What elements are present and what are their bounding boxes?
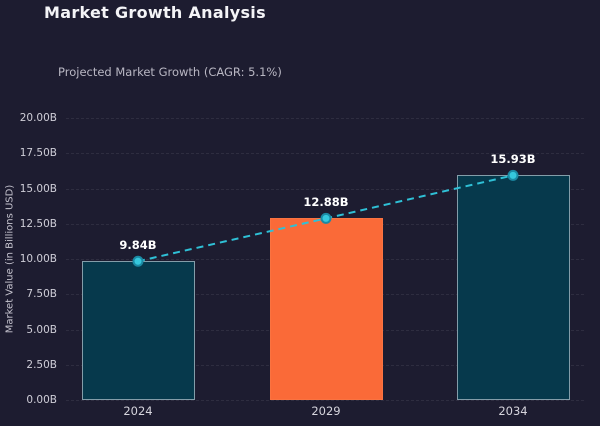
chart-title: Market Growth Analysis (44, 3, 266, 22)
chart-subtitle: Projected Market Growth (CAGR: 5.1%) (58, 65, 282, 79)
y-axis-tick-label: 20.00B (19, 112, 57, 124)
gridline (66, 118, 584, 119)
bar-2024 (81, 261, 195, 400)
bar-2034 (456, 175, 570, 400)
bar-value-label: 12.88B (303, 195, 349, 210)
y-axis-tick-label: 15.00B (19, 182, 57, 195)
x-axis-tick-label: 2034 (498, 404, 528, 418)
y-axis-tick-label: 12.50B (19, 217, 57, 230)
y-axis-tick-label: 17.50B (19, 147, 57, 160)
gridline (66, 400, 584, 401)
x-axis-tick-label: 2024 (123, 404, 153, 418)
bar-value-label: 9.84B (119, 238, 157, 253)
x-axis-tick-label: 2029 (311, 404, 341, 418)
bar-value-label: 15.93B (490, 152, 536, 167)
y-axis-tick-label: 2.50B (26, 358, 57, 371)
y-axis-tick-label: 5.00B (26, 323, 57, 336)
bar-2029 (269, 218, 383, 400)
y-axis-tick-label: 7.50B (26, 288, 57, 301)
gridline (66, 153, 584, 155)
y-axis-tick-label: 10.00B (19, 253, 57, 265)
y-axis-tick-label: 0.00B (26, 394, 57, 406)
